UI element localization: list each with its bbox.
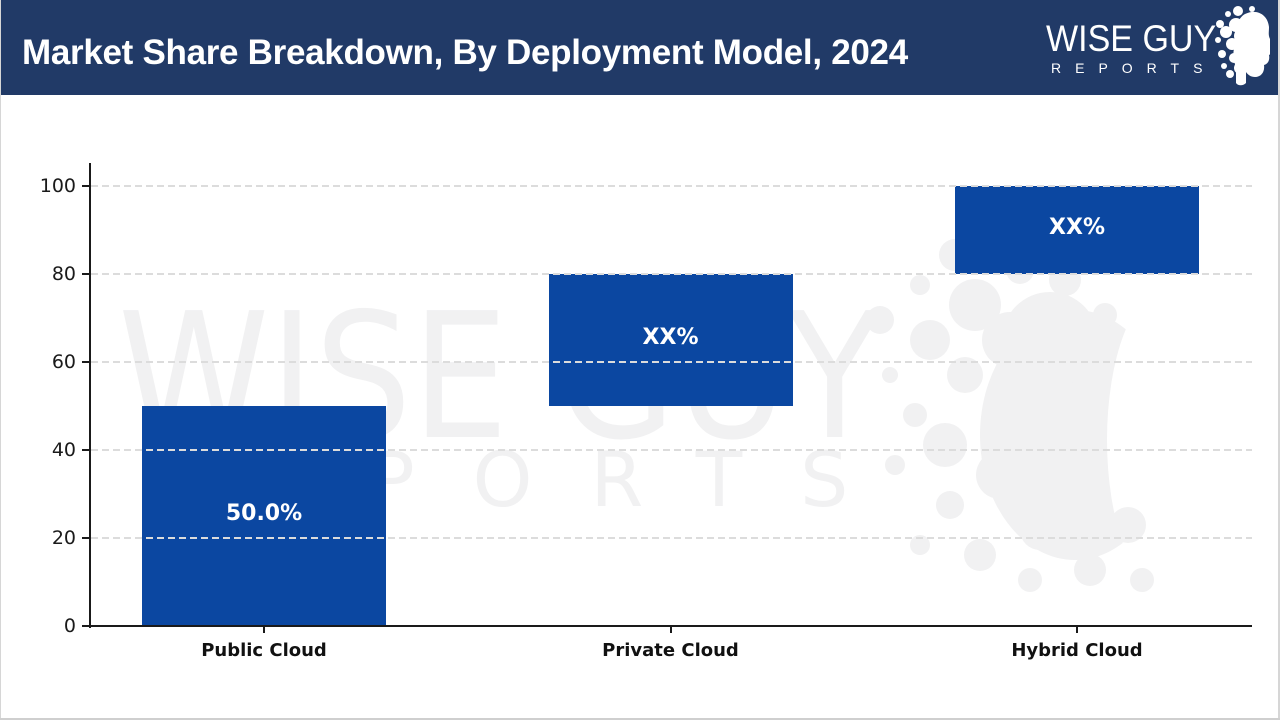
page-title: Market Share Breakdown, By Deployment Mo…: [22, 33, 908, 72]
x-category-label: Public Cloud: [201, 640, 327, 661]
page-border-bottom: [0, 718, 1280, 720]
brand-head-icon: [1215, 6, 1270, 86]
gridline-80: [91, 273, 1252, 275]
x-category-label: Hybrid Cloud: [1011, 640, 1143, 661]
bar-value-label: 50.0%: [225, 501, 303, 526]
x-tick-mark: [1076, 626, 1078, 633]
bar-value-label: XX%: [642, 325, 699, 350]
gridline-40: [91, 449, 1252, 451]
x-category-label: Private Cloud: [602, 640, 739, 661]
bar-public-cloud: [142, 406, 386, 626]
y-tick-label: 60: [51, 351, 76, 373]
brand-logo: WISE GUY REPORTS: [1046, 0, 1270, 95]
y-tick-label: 0: [63, 615, 76, 637]
y-tick-label: 80: [51, 263, 76, 285]
x-tick-mark: [263, 626, 265, 633]
bar-hybrid-cloud: [955, 186, 1199, 274]
bar-value-label: XX%: [1049, 215, 1105, 240]
y-tick-mark: [82, 361, 89, 363]
y-tick-label: 40: [51, 439, 76, 461]
x-axis-line: [89, 625, 1252, 627]
y-tick-mark: [82, 185, 89, 187]
watermark-head-icon: [866, 230, 1190, 592]
header: Market Share Breakdown, By Deployment Mo…: [0, 0, 1280, 95]
y-axis-line: [89, 163, 91, 628]
page-border-right: [1278, 0, 1280, 720]
y-tick-mark: [82, 273, 89, 275]
page-border-left: [0, 0, 1, 720]
y-tick-mark: [82, 625, 89, 627]
bar-private-cloud: [548, 274, 793, 406]
gridline-100: [91, 185, 1252, 187]
gridline-60: [91, 361, 1252, 363]
gridline-20: [91, 537, 1252, 539]
y-tick-label: 100: [39, 175, 76, 197]
y-tick-label: 20: [51, 527, 76, 549]
brand-subtext: REPORTS: [1051, 60, 1217, 76]
brand-wordmark: WISE GUY: [1046, 18, 1217, 59]
x-tick-mark: [669, 626, 672, 633]
y-tick-mark: [82, 537, 89, 539]
y-tick-mark: [82, 449, 89, 451]
